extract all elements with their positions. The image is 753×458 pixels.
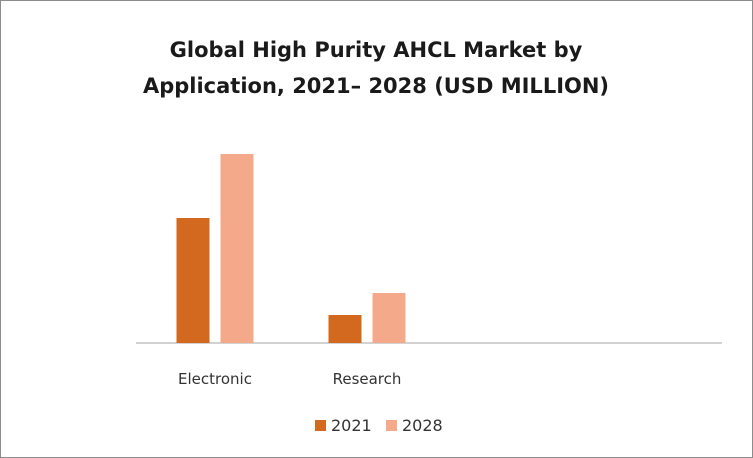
bars-group — [176, 154, 406, 343]
legend: 2021 2028 — [315, 416, 443, 435]
chart-title-line-1: Global High Purity AHCL Market by — [170, 38, 583, 62]
legend-swatch-2021 — [315, 420, 326, 431]
x-tick-labels: Electronic Research — [178, 370, 401, 388]
bar-electronic-2028 — [220, 154, 254, 343]
bar-research-2028 — [372, 293, 406, 343]
legend-swatch-2028 — [386, 420, 397, 431]
bar-research-2021 — [328, 315, 362, 343]
legend-label-2028: 2028 — [402, 416, 443, 435]
chart-title-line-2: Application, 2021– 2028 (USD MILLION) — [143, 74, 609, 98]
bar-electronic-2021 — [176, 218, 210, 343]
legend-label-2021: 2021 — [331, 416, 372, 435]
x-tick-label-research: Research — [333, 370, 402, 388]
x-tick-label-electronic: Electronic — [178, 370, 252, 388]
